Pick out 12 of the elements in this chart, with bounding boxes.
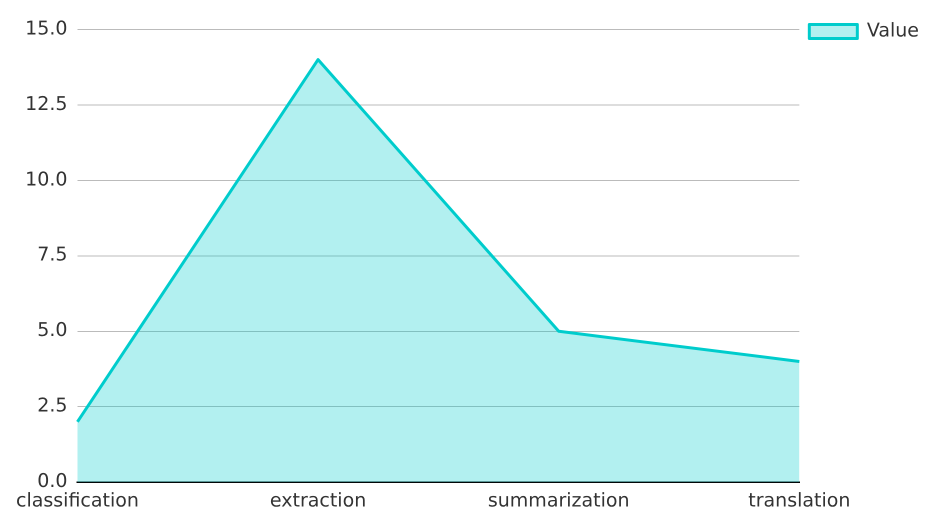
y-tick-label: 7.5 xyxy=(37,244,68,266)
y-tick-label: 5.0 xyxy=(37,319,68,342)
y-tick-label: 2.5 xyxy=(37,394,68,417)
legend-label: Value xyxy=(866,19,920,42)
y-tick-label: 10.0 xyxy=(25,168,68,190)
x-tick-label: summarization xyxy=(488,490,630,512)
x-tick-label: translation xyxy=(748,490,850,512)
y-tick-label: 15.0 xyxy=(25,17,68,40)
y-tick-label: 12.5 xyxy=(25,92,68,115)
x-tick-label: classification xyxy=(16,490,139,512)
x-tick-label: extraction xyxy=(270,490,366,512)
y-tick-label: 0.0 xyxy=(37,470,68,492)
